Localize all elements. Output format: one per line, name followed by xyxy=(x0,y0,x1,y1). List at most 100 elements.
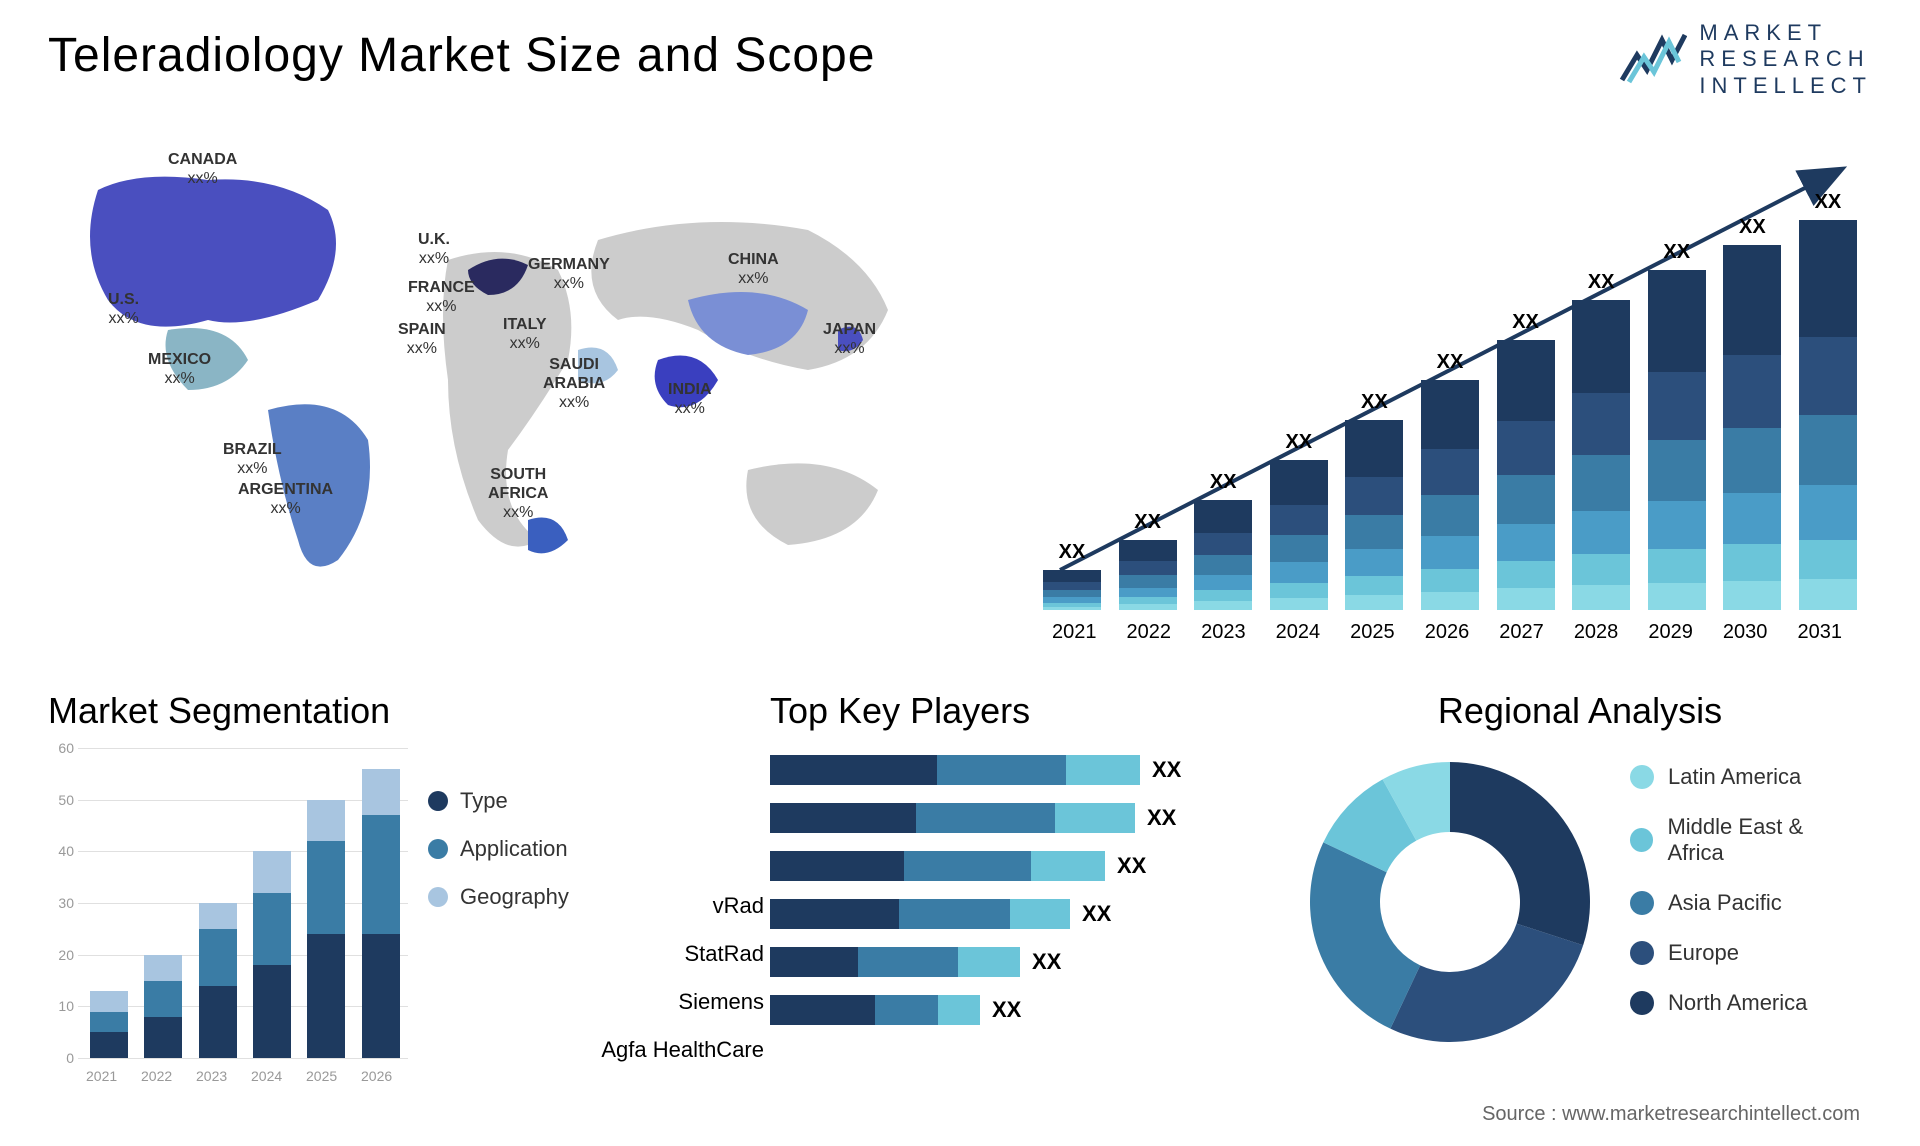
main-bar-segment xyxy=(1421,592,1479,610)
main-bar-segment xyxy=(1648,372,1706,440)
map-label: SPAINxx% xyxy=(398,320,446,358)
key-player-value-label: XX xyxy=(992,997,1021,1023)
main-bar-segment xyxy=(1345,549,1403,576)
main-bar-segment xyxy=(1648,270,1706,372)
main-bar-year-label: 2022 xyxy=(1127,621,1172,644)
main-bar-segment xyxy=(1648,440,1706,501)
key-player-bar-segment xyxy=(938,995,980,1025)
region-legend-dot xyxy=(1630,991,1654,1015)
main-bar-column: XX xyxy=(1342,391,1406,610)
seg-bar-segment xyxy=(199,903,237,929)
main-bar-segment xyxy=(1799,579,1857,610)
map-label: INDIAxx% xyxy=(668,380,712,418)
main-bar-column: XX xyxy=(1267,431,1331,610)
region-legend-label: North America xyxy=(1668,990,1807,1016)
main-bar-segment xyxy=(1345,515,1403,549)
map-label: BRAZILxx% xyxy=(223,440,282,478)
main-bar-segment xyxy=(1270,583,1328,598)
key-player-row: XX xyxy=(770,944,1250,980)
region-legend-label: Latin America xyxy=(1668,764,1801,790)
map-label: CANADAxx% xyxy=(168,150,237,188)
key-player-name: Siemens xyxy=(594,978,764,1026)
main-bar-segment xyxy=(1799,220,1857,337)
main-bar-segment xyxy=(1194,575,1252,590)
main-bar-year-label: 2031 xyxy=(1797,621,1842,644)
key-player-bar-segment xyxy=(899,899,1010,929)
main-bar-column: XX xyxy=(1796,191,1860,610)
region-legend-row: Asia Pacific xyxy=(1630,890,1860,916)
seg-legend-dot xyxy=(428,791,448,811)
main-bar-segment xyxy=(1421,495,1479,536)
seg-legend-label: Type xyxy=(460,788,508,814)
main-bar-value-label: XX xyxy=(1059,541,1086,564)
main-bar-segment xyxy=(1345,576,1403,595)
main-bar-segment xyxy=(1119,561,1177,575)
key-player-bar-segment xyxy=(770,851,904,881)
main-bar-value-label: XX xyxy=(1285,431,1312,454)
key-player-bar-segment xyxy=(1031,851,1105,881)
seg-ytick: 0 xyxy=(66,1050,74,1066)
seg-bar xyxy=(90,991,128,1058)
key-player-bar xyxy=(770,755,1140,785)
main-bar-value-label: XX xyxy=(1663,241,1690,264)
main-bar-segment xyxy=(1194,500,1252,533)
region-panel: Regional Analysis Latin AmericaMiddle Ea… xyxy=(1300,690,1860,1052)
region-legend-row: Europe xyxy=(1630,940,1860,966)
main-bar-column: XX xyxy=(1040,541,1104,610)
key-player-bar-segment xyxy=(858,947,958,977)
map-label: ITALYxx% xyxy=(503,315,547,353)
main-bar-segment xyxy=(1270,460,1328,505)
key-player-bar xyxy=(770,899,1070,929)
page-title: Teleradiology Market Size and Scope xyxy=(48,28,875,83)
seg-bar-segment xyxy=(253,965,291,1058)
main-bar-segment xyxy=(1270,535,1328,562)
seg-ytick: 30 xyxy=(58,895,74,911)
seg-ytick: 10 xyxy=(58,998,74,1014)
main-bar-value-label: XX xyxy=(1588,271,1615,294)
main-bar-segment xyxy=(1194,590,1252,601)
main-bar xyxy=(1270,460,1328,610)
main-bar-column: XX xyxy=(1494,311,1558,610)
key-player-name: StatRad xyxy=(594,930,764,978)
key-player-row: XX xyxy=(770,848,1250,884)
main-bar-segment xyxy=(1572,393,1630,455)
key-player-value-label: XX xyxy=(1032,949,1061,975)
seg-bar-segment xyxy=(362,815,400,934)
seg-bar-segment xyxy=(90,1012,128,1033)
seg-bar xyxy=(199,903,237,1058)
region-donut-chart xyxy=(1300,752,1600,1052)
main-bar-year-label: 2024 xyxy=(1276,621,1321,644)
key-player-value-label: XX xyxy=(1117,853,1146,879)
region-legend-label: Europe xyxy=(1668,940,1739,966)
seg-ytick: 20 xyxy=(58,947,74,963)
main-bar-column: XX xyxy=(1191,471,1255,610)
main-bar-segment xyxy=(1345,420,1403,477)
main-bar-segment xyxy=(1723,493,1781,544)
main-bar-segment xyxy=(1572,585,1630,610)
main-bar-segment xyxy=(1723,544,1781,581)
main-bar-segment xyxy=(1799,485,1857,540)
key-player-value-label: XX xyxy=(1147,805,1176,831)
map-safrica xyxy=(528,518,568,554)
main-bar xyxy=(1497,340,1555,610)
main-bar-segment xyxy=(1043,590,1101,597)
seg-legend-row: Type xyxy=(428,788,608,814)
seg-ytick: 60 xyxy=(58,740,74,756)
map-label: GERMANYxx% xyxy=(528,255,610,293)
region-legend-row: Latin America xyxy=(1630,764,1860,790)
map-label: U.K.xx% xyxy=(418,230,450,268)
key-player-row: XX xyxy=(770,896,1250,932)
donut-slice xyxy=(1390,924,1583,1042)
main-bar-segment xyxy=(1043,607,1101,610)
main-bar xyxy=(1723,245,1781,610)
key-player-bar-segment xyxy=(904,851,1031,881)
main-bar xyxy=(1421,380,1479,610)
main-bar-year-label: 2029 xyxy=(1648,621,1693,644)
map-label: CHINAxx% xyxy=(728,250,779,288)
main-bar-segment xyxy=(1194,601,1252,610)
seg-legend-row: Application xyxy=(428,836,608,862)
main-bar-segment xyxy=(1345,477,1403,515)
seg-year-label: 2021 xyxy=(86,1068,117,1084)
seg-bar xyxy=(144,955,182,1058)
main-bar-value-label: XX xyxy=(1210,471,1237,494)
